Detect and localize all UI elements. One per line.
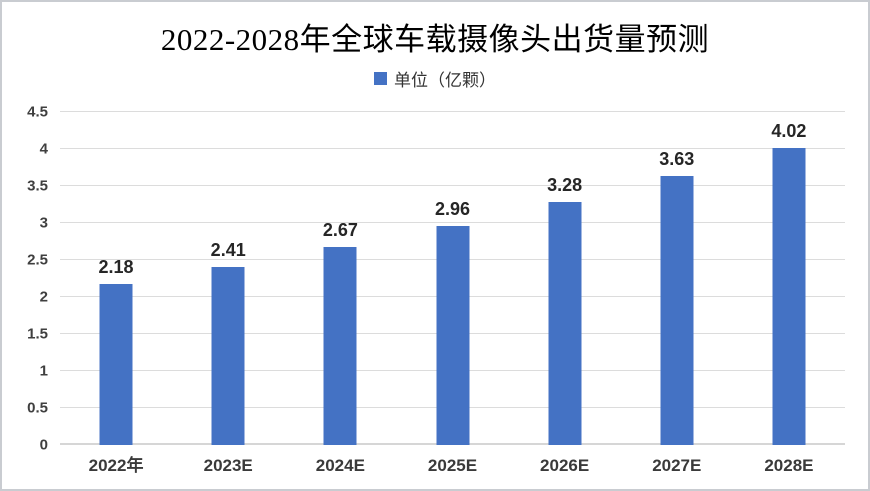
legend-color-swatch (374, 72, 387, 85)
bar (99, 283, 133, 445)
y-axis-label: 0.5 (27, 399, 48, 417)
x-axis-label: 2026E (540, 456, 590, 475)
y-axis-label: 4 (39, 140, 48, 158)
plot-area: 2.18 2.41 2.67 2.96 3.28 3.63 4.02 (60, 111, 845, 445)
bar-value-label: 3.63 (659, 149, 695, 170)
bar (660, 176, 694, 445)
x-axis-label: 2027E (652, 456, 702, 475)
x-axis-label: 2025E (427, 456, 478, 475)
y-axis-label: 1.5 (27, 325, 48, 343)
bar (548, 202, 582, 445)
bar (211, 266, 245, 445)
y-axis: 0 0.5 1 1.5 2 2.5 3 3.5 4 4.5 (2, 105, 48, 453)
bar (323, 247, 357, 445)
chart-title: 2022-2028年全球车载摄像头出货量预测 (160, 22, 710, 57)
bar-value-label: 4.02 (771, 120, 807, 141)
legend: 单位（亿颗） (2, 66, 868, 91)
x-axis: 2022年 2023E 2024E 2025E 2026E 2027E 2028E (60, 457, 845, 481)
x-axis-label: 2024E (315, 456, 365, 475)
y-axis-label: 1 (39, 362, 48, 380)
y-axis-label: 2 (39, 288, 48, 306)
bar-value-label: 2.67 (322, 220, 358, 241)
bar-value-label: 2.96 (434, 198, 471, 219)
bar (436, 225, 469, 445)
gridline (60, 148, 845, 150)
legend-label: 单位（亿颗） (394, 71, 496, 90)
gridline (60, 222, 845, 223)
gridline (60, 185, 845, 186)
y-axis-label: 2.5 (27, 251, 48, 269)
bar-value-label: 3.28 (547, 175, 583, 196)
gridline (60, 111, 845, 112)
y-axis-label: 4.5 (27, 103, 48, 121)
bar (772, 147, 806, 445)
x-axis-label: 2023E (203, 456, 253, 475)
bar-value-label: 2.18 (98, 256, 134, 277)
bar-value-label: 2.41 (210, 239, 246, 260)
y-axis-label: 0 (39, 436, 48, 454)
x-axis-label: 2022年 (88, 456, 144, 475)
y-axis-label: 3.5 (27, 177, 48, 195)
x-axis-label: 2028E (764, 456, 814, 475)
y-axis-label: 3 (39, 214, 48, 232)
